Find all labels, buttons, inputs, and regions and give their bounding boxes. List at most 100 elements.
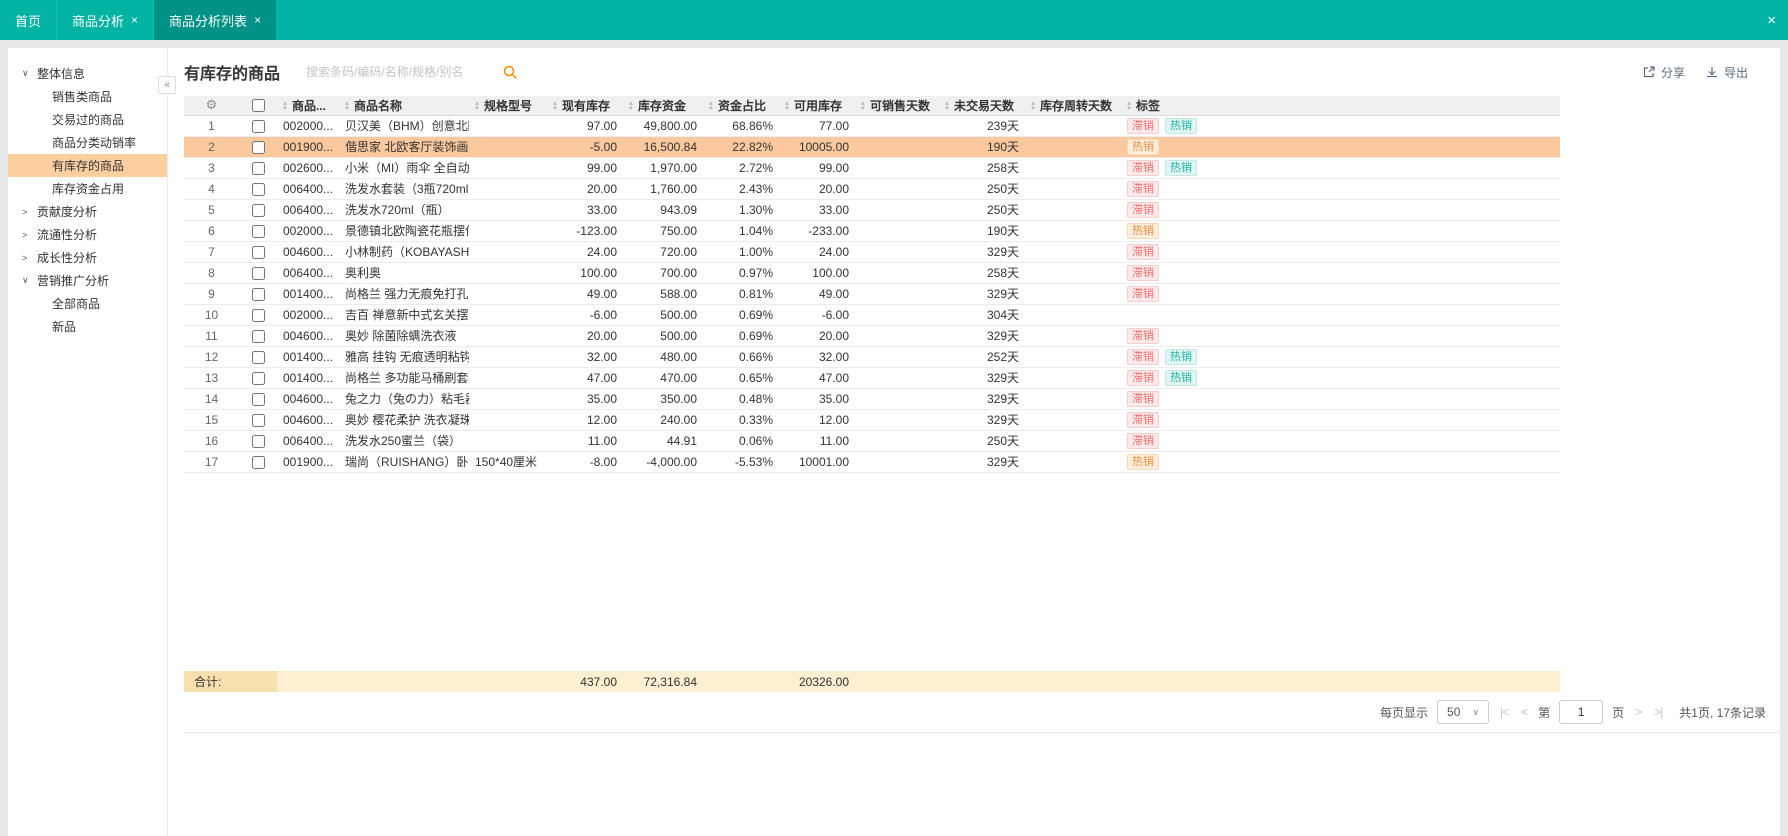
tab-商品分析列表[interactable]: 商品分析列表 × — [154, 0, 277, 40]
sort-icon[interactable]: ▲ ▼ — [344, 100, 350, 112]
column-header-商品...[interactable]: ▲ ▼ 商品... — [277, 96, 339, 116]
row-checkbox[interactable] — [251, 392, 265, 406]
export-button[interactable]: 导出 — [1705, 64, 1748, 81]
search-icon[interactable] — [502, 64, 518, 80]
last-page-button[interactable]: >| — [1654, 705, 1663, 719]
select-all-checkbox[interactable] — [251, 99, 265, 113]
page-number-input[interactable] — [1559, 700, 1604, 724]
row-checkbox[interactable] — [251, 203, 265, 217]
sidebar-item[interactable]: 新品 — [8, 315, 167, 338]
cell-fund: 350.00 — [623, 388, 703, 410]
sidebar-item[interactable]: 商品分类动销率 — [8, 131, 167, 154]
table-row[interactable]: 4 006400... 洗发水套装（3瓶720ml+1 20.00 1,760.00 2.… — [184, 178, 1560, 200]
caret-right-icon[interactable]: > — [22, 252, 28, 263]
tab-close-icon[interactable]: × — [131, 13, 139, 27]
tab-首页[interactable]: 首页 — [0, 0, 58, 40]
row-checkbox[interactable] — [251, 287, 265, 301]
row-checkbox[interactable] — [251, 329, 265, 343]
search-box[interactable] — [306, 64, 518, 80]
table-row[interactable]: 2 001900...偕思家 北欧客厅装饰画卧室 -5.0016,500.8422.… — [184, 136, 1560, 158]
column-header-库存资金[interactable]: ▲ ▼ 库存资金 — [623, 96, 703, 116]
table-row[interactable]: 16 006400... 洗发水250蜜兰（袋） 11.00 44.91 0.06% 11.… — [184, 430, 1560, 452]
row-checkbox[interactable] — [251, 266, 265, 280]
column-header-资金占比[interactable]: ▲ ▼ 资金占比 — [703, 96, 779, 116]
next-page-button[interactable]: > — [1635, 705, 1642, 719]
row-checkbox[interactable] — [251, 161, 265, 175]
sidebar-collapse-button[interactable]: « — [158, 76, 176, 94]
sort-icon[interactable]: ▲ ▼ — [474, 100, 480, 112]
row-checkbox[interactable] — [251, 371, 265, 385]
column-header-可用库存[interactable]: ▲ ▼ 可用库存 — [779, 96, 855, 116]
column-header-标签[interactable]: ▲ ▼ 标签 — [1121, 96, 1560, 116]
share-button[interactable]: 分享 — [1642, 64, 1685, 81]
cell-ratio: 1.30% — [703, 199, 779, 221]
row-checkbox[interactable] — [251, 140, 265, 154]
table-row[interactable]: 14004600...兔之力（兔の力）粘毛器粘35.00350.000.48%3… — [184, 388, 1560, 410]
sort-icon[interactable]: ▲ ▼ — [784, 100, 790, 112]
sidebar-item[interactable]: ∨ 整体信息 — [8, 62, 167, 85]
sidebar-item[interactable]: 有库存的商品 — [8, 154, 167, 177]
column-header-规格型号[interactable]: ▲ ▼ 规格型号 — [469, 96, 547, 116]
sidebar-item[interactable]: > 流通性分析 — [8, 223, 167, 246]
caret-down-icon[interactable]: ∨ — [22, 275, 29, 285]
table-row[interactable]: 1 002000... 贝汉美（BHM）创意北欧 97.00 49,800.00 68.8… — [184, 115, 1560, 137]
sort-icon[interactable]: ▲ ▼ — [1126, 100, 1132, 112]
table-row[interactable]: 5 006400... 洗发水720ml（瓶） 33.00 943.09 1.30% 33.… — [184, 199, 1560, 221]
sidebar-item[interactable]: 交易过的商品 — [8, 108, 167, 131]
bottom-divider-area — [184, 732, 1780, 836]
tab-close-icon[interactable]: × — [254, 13, 262, 27]
row-checkbox[interactable] — [251, 455, 265, 469]
sort-icon[interactable]: ▲ ▼ — [552, 100, 558, 112]
row-checkbox[interactable] — [251, 182, 265, 196]
row-checkbox[interactable] — [251, 308, 265, 322]
table-row[interactable]: 11 004600... 奥妙 除菌除螨洗衣液 20.00 500.00 0.69% 20.… — [184, 325, 1560, 347]
row-checkbox[interactable] — [251, 413, 265, 427]
close-icon[interactable]: × — [1767, 11, 1776, 29]
column-header-商品名称[interactable]: ▲ ▼ 商品名称 — [339, 96, 469, 116]
sidebar-item[interactable]: 库存资金占用 — [8, 177, 167, 200]
caret-down-icon[interactable]: ∨ — [22, 68, 29, 78]
row-checkbox[interactable] — [251, 350, 265, 364]
cell-product-code: 006400... — [277, 199, 339, 221]
sidebar-item[interactable]: 销售类商品 — [8, 85, 167, 108]
column-header-未交易天数[interactable]: ▲ ▼ 未交易天数 — [939, 96, 1025, 116]
gear-icon[interactable]: ⚙ — [205, 97, 218, 113]
table-row[interactable]: 17001900...瑞尚（RUISHANG）卧室装150*40厘米-8.00-… — [184, 451, 1560, 473]
sort-icon[interactable]: ▲ ▼ — [708, 100, 714, 112]
column-header-库存周转天数[interactable]: ▲ ▼ 库存周转天数 — [1025, 96, 1121, 116]
sidebar-item[interactable]: > 贡献度分析 — [8, 200, 167, 223]
column-header-可销售天数[interactable]: ▲ ▼ 可销售天数 — [855, 96, 939, 116]
search-input[interactable] — [306, 65, 497, 79]
column-header-现有库存[interactable]: ▲ ▼ 现有库存 — [547, 96, 623, 116]
prev-page-button[interactable]: < — [1521, 705, 1528, 719]
sidebar-item[interactable]: 全部商品 — [8, 292, 167, 315]
sort-icon[interactable]: ▲ ▼ — [282, 100, 288, 112]
table-row[interactable]: 8 006400... 奥利奥 100.00 700.00 0.97% 100.00 258天… — [184, 262, 1560, 284]
tab-商品分析[interactable]: 商品分析 × — [57, 0, 155, 40]
sort-icon[interactable]: ▲ ▼ — [860, 100, 866, 112]
row-checkbox[interactable] — [251, 119, 265, 133]
row-checkbox[interactable] — [251, 434, 265, 448]
row-select-cell — [239, 451, 277, 473]
row-checkbox[interactable] — [251, 245, 265, 259]
sort-icon[interactable]: ▲ ▼ — [628, 100, 634, 112]
sort-icon[interactable]: ▲ ▼ — [1030, 100, 1036, 112]
caret-right-icon[interactable]: > — [22, 229, 28, 240]
table-row[interactable]: 6 002000...景德镇北欧陶瓷花瓶摆件 优 -123.00750.001.04… — [184, 220, 1560, 242]
first-page-button[interactable]: |< — [1499, 705, 1509, 719]
sidebar-item[interactable]: ∨ 营销推广分析 — [8, 269, 167, 292]
sidebar-item[interactable]: > 成长性分析 — [8, 246, 167, 269]
table-row[interactable]: 7004600...小林制药（KOBAYASHI）日24.00720.001.0… — [184, 241, 1560, 263]
column-settings-header[interactable]: ⚙ — [184, 96, 239, 116]
caret-right-icon[interactable]: > — [22, 206, 28, 217]
sort-icon[interactable]: ▲ ▼ — [944, 100, 950, 112]
table-empty-space — [184, 473, 1780, 672]
row-checkbox[interactable] — [251, 224, 265, 238]
page-size-select[interactable]: 50 ∨ — [1437, 700, 1489, 724]
